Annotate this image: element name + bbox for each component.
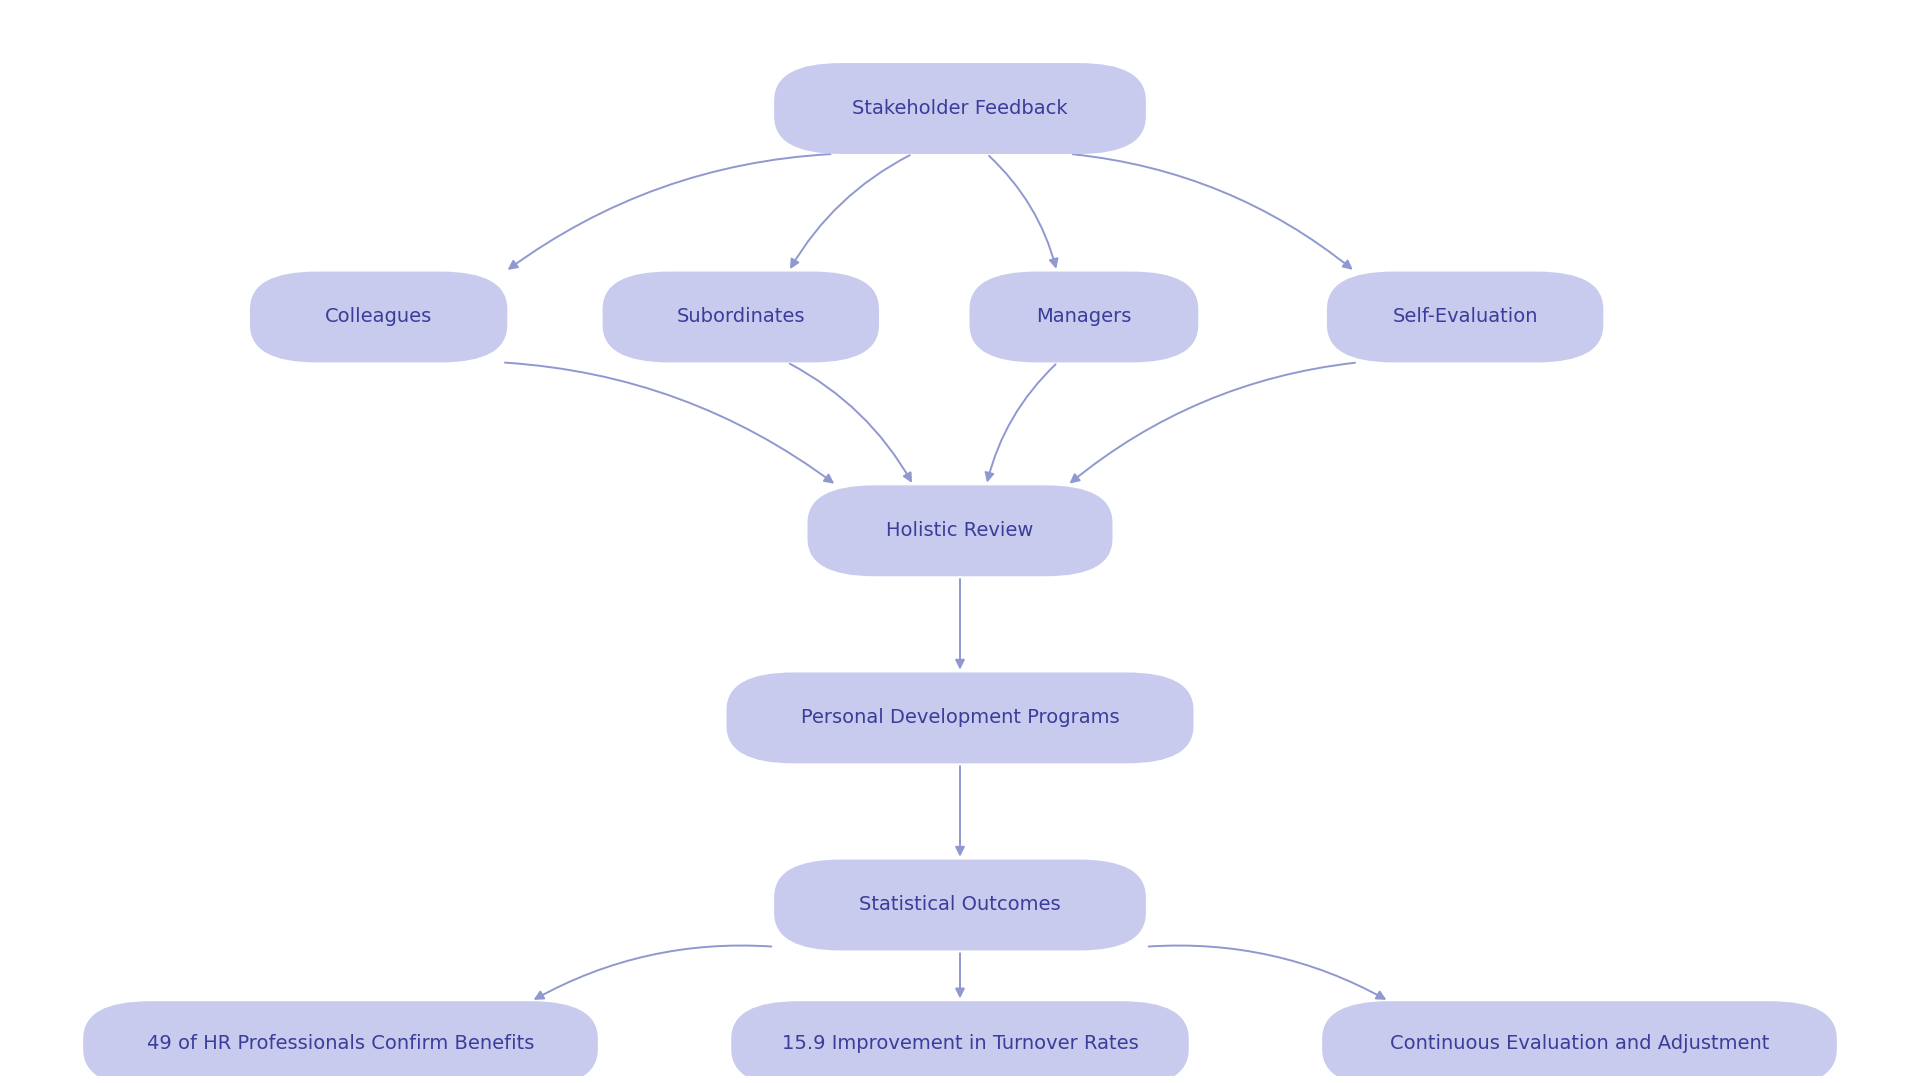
Text: Subordinates: Subordinates — [676, 308, 804, 326]
FancyBboxPatch shape — [83, 1001, 597, 1083]
FancyBboxPatch shape — [603, 272, 879, 363]
FancyBboxPatch shape — [1323, 1001, 1837, 1083]
Text: Statistical Outcomes: Statistical Outcomes — [858, 896, 1062, 914]
Text: Holistic Review: Holistic Review — [887, 521, 1033, 540]
FancyBboxPatch shape — [808, 485, 1112, 576]
FancyBboxPatch shape — [726, 673, 1194, 764]
Text: 49 of HR Professionals Confirm Benefits: 49 of HR Professionals Confirm Benefits — [146, 1034, 534, 1054]
Text: Stakeholder Feedback: Stakeholder Feedback — [852, 99, 1068, 118]
Text: Self-Evaluation: Self-Evaluation — [1392, 308, 1538, 326]
Text: Managers: Managers — [1037, 308, 1131, 326]
FancyBboxPatch shape — [970, 272, 1198, 363]
Text: Colleagues: Colleagues — [324, 308, 432, 326]
Text: Personal Development Programs: Personal Development Programs — [801, 708, 1119, 728]
FancyBboxPatch shape — [1327, 272, 1603, 363]
Text: 15.9 Improvement in Turnover Rates: 15.9 Improvement in Turnover Rates — [781, 1034, 1139, 1054]
FancyBboxPatch shape — [250, 272, 507, 363]
Text: Continuous Evaluation and Adjustment: Continuous Evaluation and Adjustment — [1390, 1034, 1768, 1054]
FancyBboxPatch shape — [774, 63, 1146, 154]
FancyBboxPatch shape — [732, 1001, 1188, 1083]
FancyBboxPatch shape — [774, 860, 1146, 951]
